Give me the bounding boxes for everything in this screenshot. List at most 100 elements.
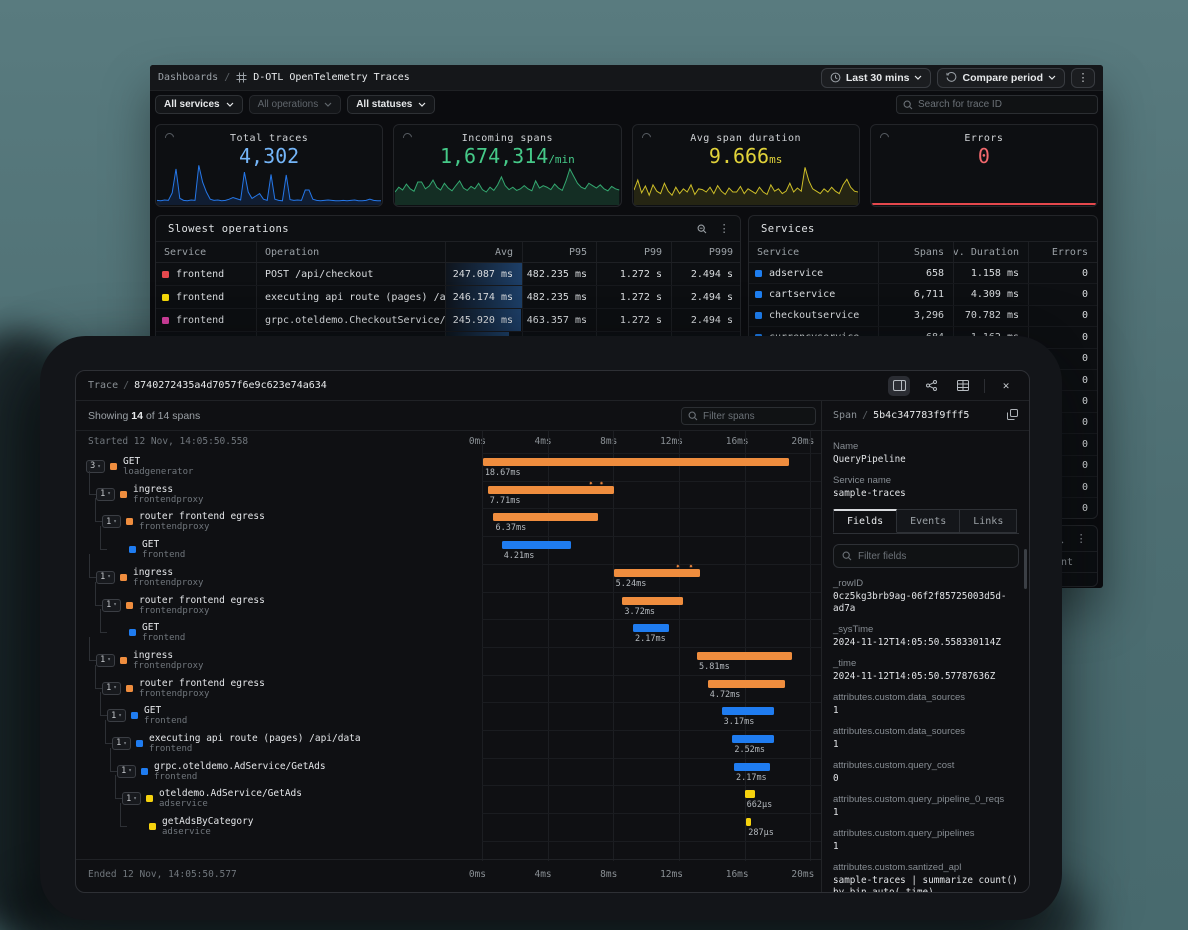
span-row[interactable]: 1▾ ingress frontendproxy 7.71ms ✷✷	[76, 481, 821, 509]
span-duration-bar[interactable]	[633, 624, 669, 632]
page-title: D-OTL OpenTelemetry Traces	[253, 72, 410, 83]
tab[interactable]: Fields	[833, 509, 897, 533]
filter-dropdown[interactable]: All services	[155, 95, 243, 114]
kebab-icon[interactable]: ⋮	[1076, 532, 1087, 545]
time-range-picker[interactable]: Last 30 mins	[821, 68, 932, 88]
field-value: sample-traces	[833, 488, 1019, 500]
span-row[interactable]: 3▾ GET loadgenerator 18.67ms	[76, 453, 821, 481]
filter-fields-input[interactable]	[858, 551, 1010, 562]
field-item[interactable]: attributes.custom.data_sources 1	[833, 726, 1019, 751]
table-row[interactable]: frontend grpc.oteldemo.CheckoutService/P…	[156, 309, 740, 332]
span-duration-bar[interactable]	[622, 597, 683, 605]
chevron-down-icon	[226, 102, 234, 107]
kebab-icon[interactable]: ⋮	[719, 222, 730, 235]
span-duration-bar[interactable]	[697, 652, 792, 660]
metric-card[interactable]: Errors 0	[870, 124, 1098, 207]
column-header[interactable]: Operation	[256, 242, 445, 262]
span-row[interactable]: 1▾ grpc.oteldemo.AdService/GetAds fronte…	[76, 758, 821, 786]
dashboard-grid-icon	[236, 72, 247, 83]
span-duration-bar[interactable]	[745, 790, 756, 798]
table-row[interactable]: adservice 658 1.158 ms 0	[749, 263, 1097, 284]
span-duration-bar[interactable]	[483, 458, 789, 466]
field-value: 1	[833, 705, 1019, 717]
span-duration-bar[interactable]	[614, 569, 700, 577]
tab[interactable]: Links	[960, 509, 1017, 533]
span-duration-bar[interactable]	[708, 680, 785, 688]
span-row[interactable]: 1▾ ingress frontendproxy 5.24ms ✷✷	[76, 564, 821, 592]
spans-count: 3,296	[878, 306, 953, 326]
p99-value: 1.272 s	[596, 263, 671, 285]
span-row[interactable]: ▾ GET frontend 2.17ms	[76, 619, 821, 647]
field-item[interactable]: attributes.custom.data_sources 1	[833, 692, 1019, 717]
metric-card[interactable]: Incoming spans 1,674,314/min	[393, 124, 621, 207]
service-color-dot	[162, 317, 169, 324]
column-header[interactable]: Service	[156, 242, 256, 262]
span-duration-bar[interactable]	[722, 707, 774, 715]
span-service-name: adservice	[159, 799, 208, 809]
span-operation-name: GET	[144, 705, 161, 716]
span-row[interactable]: 1▾ GET frontend 3.17ms	[76, 702, 821, 730]
column-header[interactable]: Avg	[445, 242, 522, 262]
filter-fields-search[interactable]	[833, 544, 1019, 568]
compare-period-picker[interactable]: Compare period	[937, 68, 1065, 88]
scrollbar-thumb[interactable]	[1024, 549, 1027, 589]
field-item[interactable]: attributes.custom.query_pipeline_0_reqs …	[833, 794, 1019, 819]
span-duration-bar[interactable]	[734, 763, 770, 771]
tab[interactable]: Events	[897, 509, 960, 533]
field-item[interactable]: attributes.custom.query_pipelines 1	[833, 828, 1019, 853]
table-row[interactable]: cartservice 6,711 4.309 ms 0	[749, 284, 1097, 305]
column-header[interactable]: P99	[596, 242, 671, 262]
p95-value: 482.235 ms	[522, 286, 596, 308]
column-header[interactable]: P999	[671, 242, 741, 262]
metric-card[interactable]: Avg span duration 9.666ms	[632, 124, 860, 207]
column-header[interactable]: Spans	[878, 242, 953, 262]
share-button[interactable]	[920, 376, 942, 396]
table-view-button[interactable]	[952, 376, 974, 396]
filter-dropdown[interactable]: All statuses	[347, 95, 435, 114]
column-header[interactable]: Service	[749, 242, 878, 262]
caret-down-icon: ▾	[128, 768, 132, 774]
span-row[interactable]: 1▾ router frontend egress frontendproxy …	[76, 675, 821, 703]
span-event-marker[interactable]: ✷	[599, 479, 603, 487]
span-duration-bar[interactable]	[746, 818, 751, 826]
field-item[interactable]: attributes.custom.santized_apl sample-tr…	[833, 862, 1019, 892]
span-row[interactable]: 1▾ executing api route (pages) /api/data…	[76, 730, 821, 758]
span-row[interactable]: 1▾ ingress frontendproxy 5.81ms	[76, 647, 821, 675]
close-button[interactable]: ✕	[995, 376, 1017, 396]
metric-card[interactable]: Total traces 4,302	[155, 124, 383, 207]
span-row[interactable]: 1▾ oteldemo.AdService/GetAds adservice 6…	[76, 785, 821, 813]
span-event-marker[interactable]: ✷	[676, 562, 680, 570]
span-row[interactable]: ▾ GET frontend 4.21ms	[76, 536, 821, 564]
span-operation-name: executing api route (pages) /api/data	[149, 733, 361, 744]
span-duration-bar[interactable]	[502, 541, 571, 549]
column-header[interactable]: Av. Duration	[953, 242, 1028, 262]
filter-label: All statuses	[356, 99, 412, 110]
filter-dropdown[interactable]: All operations	[249, 95, 342, 114]
dashboard-menu-button[interactable]: ⋮	[1071, 68, 1095, 88]
field-item[interactable]: _sysTime 2024-11-12T14:05:50.558330114Z	[833, 624, 1019, 649]
field-item[interactable]: _time 2024-11-12T14:05:50.57787636Z	[833, 658, 1019, 683]
span-duration-bar[interactable]	[493, 513, 598, 521]
toggle-sidebar-button[interactable]	[888, 376, 910, 396]
field-value: sample-traces | summarize count() by bin…	[833, 875, 1019, 892]
table-row[interactable]: frontend executing api route (pages) /ap…	[156, 286, 740, 309]
span-duration-bar[interactable]	[732, 735, 773, 743]
span-duration-label: 662µs	[747, 800, 773, 810]
span-duration-bar[interactable]	[488, 486, 615, 494]
trace-id-search-input[interactable]	[918, 99, 1091, 110]
span-row[interactable]: 1▾ router frontend egress frontendproxy …	[76, 508, 821, 536]
copy-button[interactable]	[1007, 409, 1018, 423]
span-row[interactable]: 1▾ router frontend egress frontendproxy …	[76, 592, 821, 620]
field-item[interactable]: attributes.custom.query_cost 0	[833, 760, 1019, 785]
span-row[interactable]: ▾ getAdsByCategory adservice 287µs	[76, 813, 821, 841]
column-header[interactable]: P95	[522, 242, 596, 262]
span-event-marker[interactable]: ✷	[589, 479, 593, 487]
span-event-marker[interactable]: ✷	[689, 562, 693, 570]
table-row[interactable]: frontend POST /api/checkout 247.087 ms 4…	[156, 263, 740, 286]
field-item[interactable]: _rowID 0cz5kg3brb9ag-06f2f85725003d5d-ad…	[833, 578, 1019, 615]
table-row[interactable]: checkoutservice 3,296 70.782 ms 0	[749, 306, 1097, 327]
explore-query-icon[interactable]	[697, 224, 707, 234]
breadcrumb-root[interactable]: Dashboards	[158, 72, 218, 83]
column-header[interactable]: Errors	[1028, 242, 1097, 262]
trace-id-search[interactable]	[896, 95, 1098, 114]
